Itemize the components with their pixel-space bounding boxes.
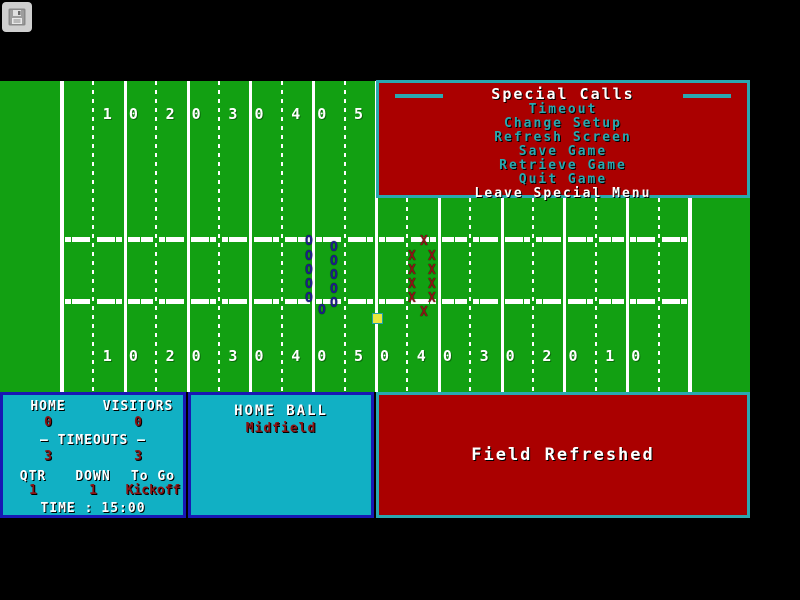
menu-item-retrieve-game[interactable]: Retrieve Game [499,158,627,173]
ball-spot-text: Midfield [245,421,317,436]
yard-line-90 [626,81,630,392]
menu-item-save-game[interactable]: Save Game [518,144,608,159]
offense-player-line-2: O [330,268,338,283]
offense-player-left-0: O [305,249,313,264]
possession-title: HOME BALL [234,403,328,419]
offense-player-left-3: O [305,291,313,306]
offense-player-left-1: O [305,263,313,278]
visitors-score: 0 [134,415,142,430]
offense-player-bottom-wide: O [318,303,326,318]
menu-item-change-setup[interactable]: Change Setup [504,116,622,131]
message-panel: Field Refreshed [376,392,750,518]
time-value: 15:00 [101,501,146,516]
offense-player-line-3: O [330,282,338,297]
yard-line-dotted-85 [594,81,597,392]
special-calls-title: Special Calls [379,85,747,103]
special-calls-menu: Special Calls Timeout Change Setup Refresh… [376,80,750,201]
game-viewport: › 1 02 03 04 05 1 02 03 04 05 04 03 02 0… [0,34,750,520]
yard-line-dotted-25 [218,81,220,392]
defense-player-top: X [420,234,428,249]
menu-item-leave-special-menu[interactable]: Leave Special Menu [474,186,652,201]
offense-player-left-2: O [305,277,313,292]
togo-label: To Go [130,469,176,484]
field-markings [0,81,750,392]
yard-number-bottom-60: 4 0 [416,347,456,365]
defense-player-outer-0: X [428,249,436,264]
time-label: TIME : [40,501,94,516]
yard-number-bottom-40: 4 0 [291,347,331,365]
top-toolbar [0,0,800,34]
yard-number-top-40: 4 0 [291,105,331,123]
yard-number-bottom-80: 2 0 [542,347,582,365]
down-label: DOWN [75,469,111,484]
yard-number-top-10: 1 0 [102,105,142,123]
yard-line-dotted-35 [280,81,283,392]
qtr-value: 1 [29,483,37,498]
yard-number-bottom-90: 1 0 [605,347,645,365]
special-calls-list: Timeout Change Setup Refresh Screen Save Ga… [379,102,747,201]
yard-number-bottom-50: 5 0 [354,347,394,365]
defense-player-outer-1: X [428,263,436,278]
yard-line-dotted-65 [469,81,472,392]
defense-player-inner-2: X [408,277,416,292]
offense-player-top-wide: O [305,234,313,249]
yard-number-top-50: 5 [354,105,368,123]
yard-line-40 [312,81,316,392]
yard-number-bottom-20: 2 0 [165,347,205,365]
menu-item-quit-game[interactable]: Quit Game [518,172,608,187]
yard-line-dotted-75 [532,81,534,392]
defense-player-inner-3: X [408,291,416,306]
offense-player-line-4: O [330,296,338,311]
scoreboard-panel: HOME VISITORS 0 0 — TIMEOUTS — 3 3 QTR D… [0,392,186,518]
defense-player-outer-3: X [428,291,436,306]
yard-line-dotted-45 [343,81,346,392]
yard-line-70 [500,81,504,392]
yard-line-80 [563,81,567,392]
home-score: 0 [44,415,52,430]
goal-line-left [60,81,64,392]
status-message: Field Refreshed [471,445,655,465]
hash-mark-row-upper [0,237,750,242]
yard-line-50 [375,81,378,392]
yard-number-bottom-70: 3 0 [479,347,519,365]
yard-line-dotted-5 [92,81,95,392]
floppy-save-icon[interactable] [2,2,32,32]
yard-number-bottom-30: 3 0 [228,347,268,365]
offense-player-line-0: O [330,240,338,255]
ball-spot-marker [372,313,383,324]
football-field: 1 0 2 0 3 0 4 0 5 1 0 2 0 3 0 4 0 5 0 4 0 3 0 2 0 1 … [0,81,750,392]
yard-line-dotted-15 [155,81,158,392]
timeouts-label: — TIMEOUTS — [40,433,146,448]
defense-player-bottom: X [420,305,428,320]
yard-line-dotted-55 [406,81,409,392]
goal-line-right [688,81,692,392]
possession-panel: HOME BALL Midfield [188,392,374,518]
yard-line-30 [249,81,253,392]
yard-number-top-20: 2 0 [165,105,205,123]
visitors-label: VISITORS [102,399,174,414]
yard-line-dotted-95 [657,81,660,392]
down-value: 1 [89,483,97,498]
yard-line-20 [186,81,190,392]
visitors-timeouts: 3 [134,449,142,464]
yard-number-bottom-10: 1 0 [102,347,142,365]
defense-player-inner-1: X [408,263,416,278]
yard-line-10 [123,81,127,392]
qtr-label: QTR [19,469,47,484]
menu-item-timeout[interactable]: Timeout [528,102,598,117]
home-label: HOME [30,399,66,414]
menu-item-refresh-screen[interactable]: Refresh Screen [494,130,632,145]
home-timeouts: 3 [44,449,52,464]
hash-mark-row-lower [0,299,750,304]
togo-value: Kickoff [125,483,181,498]
defense-player-inner-0: X [408,249,416,264]
yard-line-60 [437,81,441,392]
yard-number-top-30: 3 0 [228,105,268,123]
offense-player-line-1: O [330,254,338,269]
defense-player-outer-2: X [428,277,436,292]
